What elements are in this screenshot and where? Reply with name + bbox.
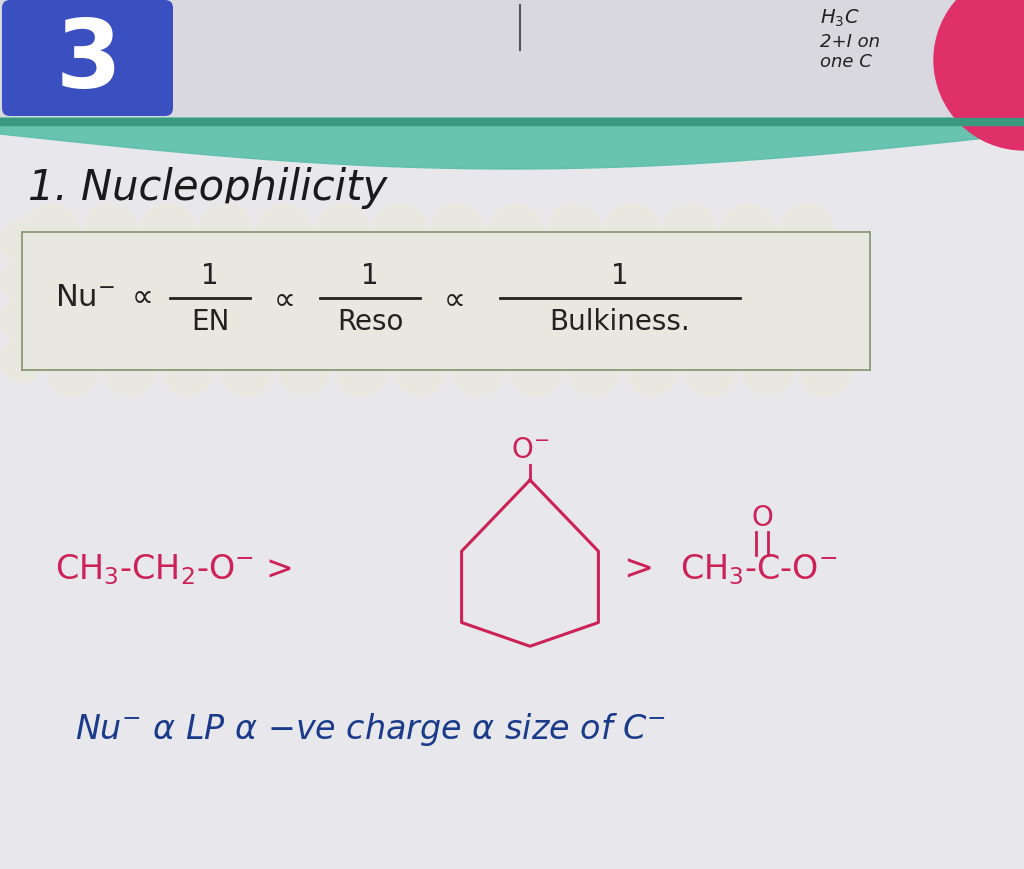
Circle shape: [0, 299, 44, 342]
FancyBboxPatch shape: [2, 0, 173, 116]
Circle shape: [278, 344, 330, 396]
Circle shape: [546, 204, 602, 260]
Text: H$_3$C: H$_3$C: [820, 7, 859, 29]
Circle shape: [430, 204, 486, 260]
Circle shape: [46, 344, 98, 396]
Circle shape: [684, 344, 736, 396]
Circle shape: [568, 344, 620, 396]
Text: $\propto$: $\propto$: [268, 283, 295, 313]
Text: O: O: [752, 504, 773, 532]
Text: Bulkiness.: Bulkiness.: [550, 308, 690, 336]
Text: >: >: [624, 553, 653, 587]
Circle shape: [452, 344, 504, 396]
Circle shape: [604, 204, 660, 260]
Circle shape: [162, 344, 214, 396]
Text: 1: 1: [611, 262, 629, 290]
Circle shape: [778, 204, 834, 260]
Circle shape: [720, 204, 776, 260]
Text: 3: 3: [55, 16, 121, 108]
Text: EN: EN: [190, 308, 229, 336]
Circle shape: [198, 204, 254, 260]
Text: CH$_3$-C-O$^{-}$: CH$_3$-C-O$^{-}$: [680, 553, 838, 587]
Circle shape: [626, 344, 678, 396]
Circle shape: [934, 0, 1024, 150]
Circle shape: [336, 344, 388, 396]
Circle shape: [488, 204, 544, 260]
Bar: [0, 0, 1024, 120]
Circle shape: [220, 344, 272, 396]
Circle shape: [140, 204, 196, 260]
Circle shape: [256, 204, 312, 260]
Circle shape: [372, 204, 428, 260]
Text: 1: 1: [201, 262, 219, 290]
Text: Reso: Reso: [337, 308, 403, 336]
Text: $\propto$: $\propto$: [438, 283, 465, 313]
Circle shape: [662, 204, 718, 260]
Text: one C: one C: [820, 53, 871, 71]
Circle shape: [0, 220, 44, 264]
Circle shape: [82, 204, 138, 260]
Circle shape: [104, 344, 156, 396]
Circle shape: [742, 344, 794, 396]
Circle shape: [800, 344, 852, 396]
Circle shape: [24, 204, 80, 260]
Text: 1: 1: [361, 262, 379, 290]
Circle shape: [314, 204, 370, 260]
Text: CH$_3$-CH$_2$-O$^{-}$ >: CH$_3$-CH$_2$-O$^{-}$ >: [55, 553, 292, 587]
Text: Nu$^{-}$ $\alpha$ LP $\alpha$ $-$ve charge $\alpha$ size of C$^{-}$: Nu$^{-}$ $\alpha$ LP $\alpha$ $-$ve char…: [75, 712, 666, 748]
Circle shape: [394, 344, 446, 396]
Text: 2+I on: 2+I on: [820, 33, 880, 51]
Text: O$^{-}$: O$^{-}$: [511, 436, 549, 464]
Circle shape: [0, 338, 44, 382]
Text: Nu$^{-}$ $\propto$: Nu$^{-}$ $\propto$: [55, 283, 153, 313]
Circle shape: [510, 344, 562, 396]
Text: 1. Nucleophilicity: 1. Nucleophilicity: [28, 167, 387, 209]
Bar: [22, 232, 870, 370]
Circle shape: [0, 259, 44, 303]
